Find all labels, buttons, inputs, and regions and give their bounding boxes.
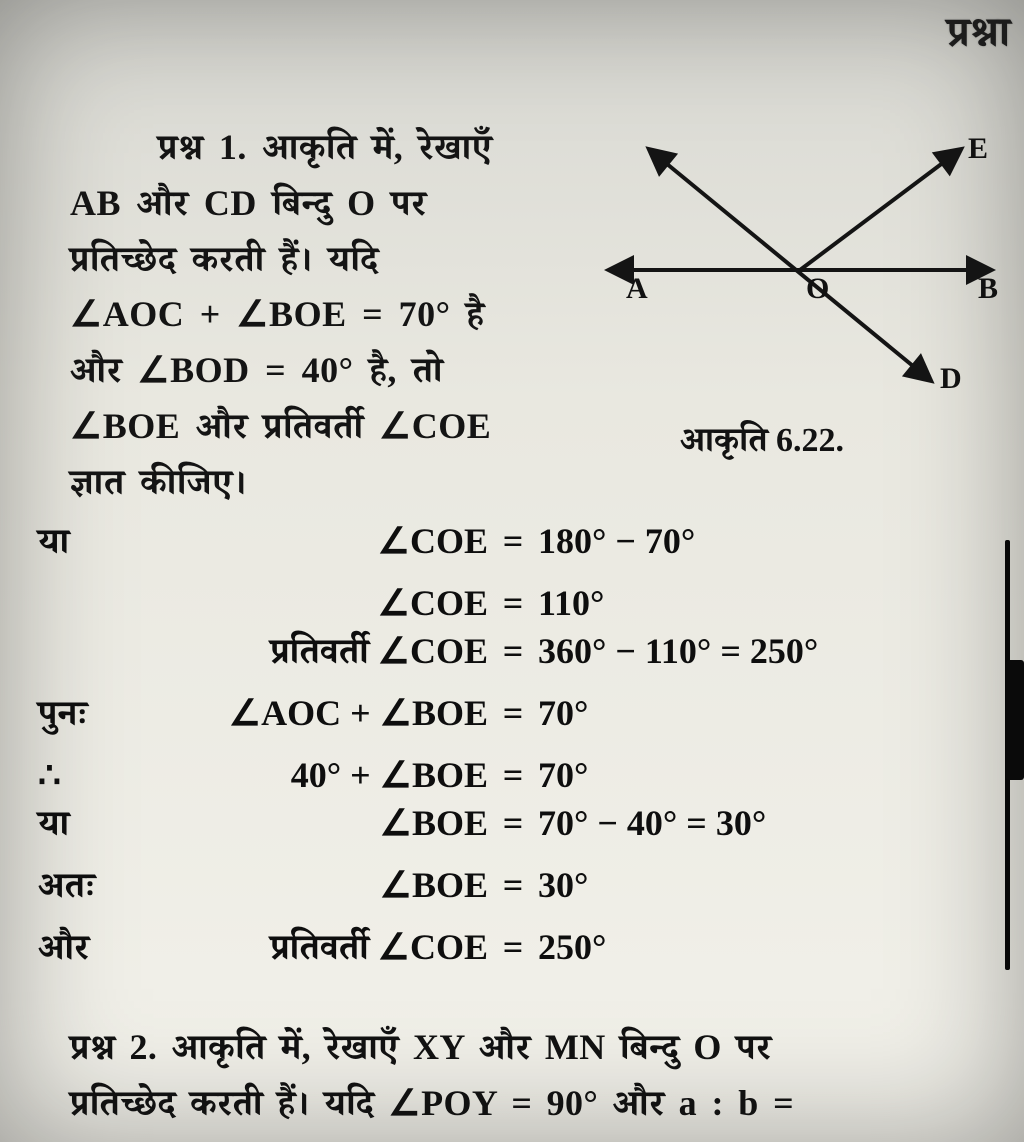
sol-row: प्रतिवर्ती ∠COE=360° − 110° = 250° [38,630,988,686]
ray-OE [800,150,960,270]
question-1-text: प्रश्न 1. आकृति में, रेखाएँ AB और CD बिन… [70,120,590,511]
page-photo: प्रश्ना प्रश्न 1. आकृति में, रेखाएँ AB औ… [0,0,1024,1142]
sol-row: औरप्रतिवर्ती ∠COE=250° [38,926,988,982]
label-O: O [806,272,829,305]
solution-block: या∠COE=180° − 70° ∠COE=110° प्रतिवर्ती ∠… [38,520,988,988]
q1-line4: ∠AOC + ∠BOE = 70° है [70,294,484,334]
figure-caption: आकृति 6.22. [680,420,844,473]
q1-line1: आकृति में, रेखाएँ [262,127,492,167]
q1-line3: प्रतिच्छेद करती हैं। यदि [70,239,378,279]
label-E: E [968,132,988,165]
q1-line7: ज्ञात कीजिए। [70,462,247,502]
sol-row: या∠BOE=70° − 40° = 30° [38,802,988,858]
sol-row: पुनः∠AOC + ∠BOE=70° [38,692,988,748]
sol-row: या∠COE=180° − 70° [38,520,988,576]
sol-row: अतः∠BOE=30° [38,864,988,920]
line-CD [650,150,930,380]
q1-line2: AB और CD बिन्दु O पर [70,183,426,223]
q1-prefix: प्रश्न 1. [158,127,262,167]
q1-line6: ∠BOE और प्रतिवर्ती ∠COE [70,406,491,446]
page-edge-shadow [1006,660,1024,780]
sol-row: ∴40° + ∠BOE=70° [38,754,988,796]
corner-label: प्रश्ना [947,8,1010,73]
q2-line2: प्रतिच्छेद करती हैं। यदि ∠POY = 90° और a… [70,1083,794,1123]
label-A: A [626,272,648,305]
q1-line5: और ∠BOD = 40° है, तो [70,350,443,390]
label-B: B [978,272,998,305]
label-D: D [940,362,962,395]
geometry-diagram: A B O D E [590,120,1010,420]
q2-prefix: प्रश्न 2. [70,1027,172,1067]
sol-row: ∠COE=110° [38,582,988,624]
q2-line1: आकृति में, रेखाएँ XY और MN बिन्दु O पर [172,1027,771,1067]
question-2-text: प्रश्न 2. आकृति में, रेखाएँ XY और MN बिन… [70,1020,1000,1132]
